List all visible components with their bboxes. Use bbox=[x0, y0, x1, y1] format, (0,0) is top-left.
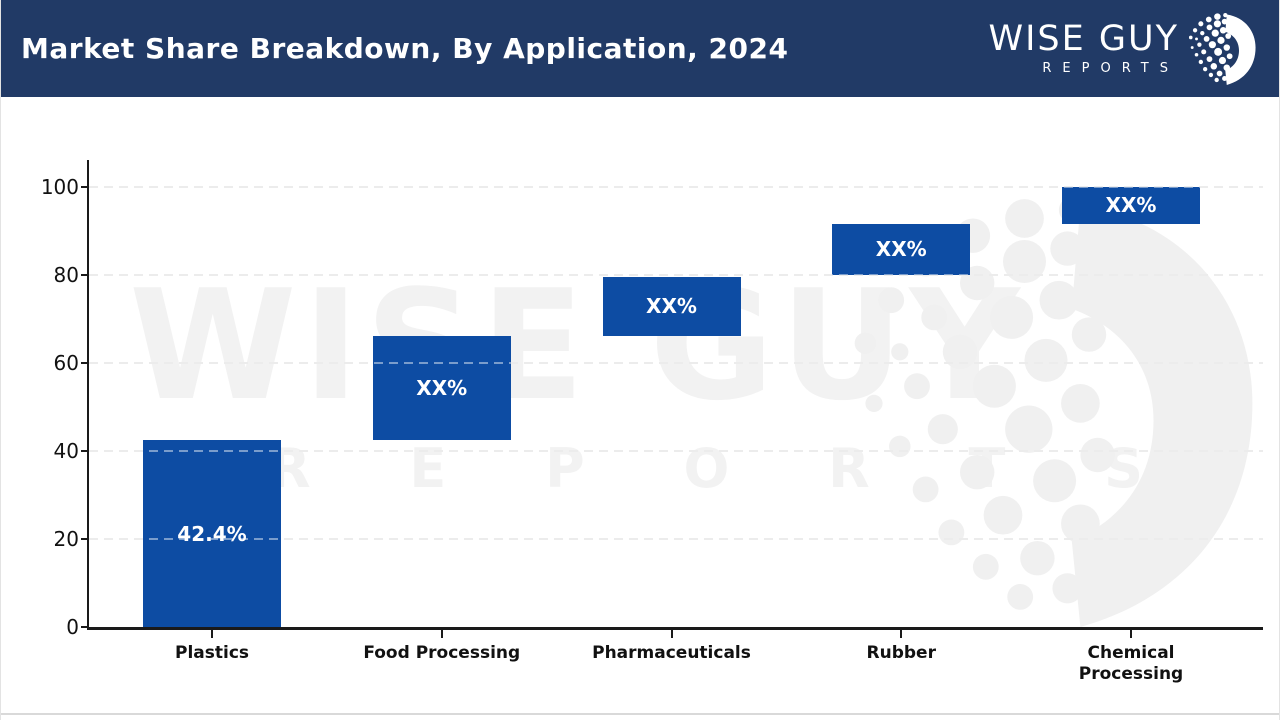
y-tick-label: 20 bbox=[53, 527, 79, 551]
x-category-label: Pharmaceuticals bbox=[592, 643, 751, 663]
x-tick bbox=[211, 630, 213, 638]
brand-text: WISE GUY REPORTS bbox=[988, 19, 1179, 76]
y-tick-label: 100 bbox=[40, 175, 79, 199]
y-tick-label: 40 bbox=[53, 439, 79, 463]
bar-chemical-processing: XX% bbox=[1062, 187, 1200, 224]
gridline-overlay bbox=[89, 362, 1263, 364]
gridline bbox=[89, 450, 1263, 452]
y-tick bbox=[81, 626, 89, 628]
gridline bbox=[89, 274, 1263, 276]
gridline-overlay bbox=[89, 450, 1263, 452]
brand-subtitle: REPORTS bbox=[1042, 61, 1179, 76]
y-tick-label: 60 bbox=[53, 351, 79, 375]
gridline bbox=[89, 538, 1263, 540]
bar-value-label: XX% bbox=[875, 237, 927, 262]
bar-food-processing: XX% bbox=[372, 336, 511, 441]
y-tick-label: 0 bbox=[66, 615, 79, 639]
y-tick bbox=[81, 186, 89, 188]
x-category-label: Plastics bbox=[174, 643, 250, 663]
bar-rubber: XX% bbox=[832, 223, 971, 275]
x-tick bbox=[900, 630, 903, 638]
bar-value-label: XX% bbox=[416, 376, 468, 401]
watermark-subtext: R E P O R T S bbox=[269, 437, 1184, 500]
bar-pharmaceuticals: XX% bbox=[602, 276, 741, 337]
x-category-label: Chemical Processing bbox=[1078, 643, 1184, 685]
x-tick bbox=[670, 630, 673, 638]
header: Market Share Breakdown, By Application, … bbox=[1, 0, 1279, 97]
x-tick bbox=[440, 630, 443, 638]
bar-value-label: XX% bbox=[1105, 193, 1157, 218]
chart-area: WISE GUY R E P O R T S 0 20 40 60 80 100 42.4%… bbox=[1, 97, 1279, 720]
gridline-overlay bbox=[89, 274, 1263, 276]
y-tick bbox=[81, 538, 89, 540]
brand-head-icon bbox=[1188, 12, 1256, 85]
gridline-overlay bbox=[89, 538, 1263, 540]
y-tick bbox=[81, 450, 89, 452]
x-category-label: Food Processing bbox=[363, 643, 521, 663]
gridline bbox=[89, 362, 1263, 364]
y-tick-label: 80 bbox=[53, 263, 79, 287]
bar-value-label: XX% bbox=[646, 294, 697, 319]
page-title: Market Share Breakdown, By Application, … bbox=[21, 32, 789, 65]
y-axis-line bbox=[87, 160, 89, 630]
bottom-divider bbox=[1, 713, 1279, 715]
gridline bbox=[89, 186, 1263, 188]
bar-value-label: 42.4% bbox=[177, 521, 247, 546]
y-tick bbox=[81, 274, 89, 276]
x-axis-line bbox=[87, 627, 1263, 630]
y-tick bbox=[81, 362, 89, 364]
brand-name: WISE GUY bbox=[988, 19, 1179, 59]
bar-plastics: 42.4% bbox=[143, 440, 281, 627]
x-tick bbox=[1130, 630, 1132, 638]
brand-logo: WISE GUY REPORTS bbox=[988, 8, 1257, 90]
gridline-overlay bbox=[89, 186, 1263, 188]
x-category-label: Rubber bbox=[866, 643, 936, 663]
